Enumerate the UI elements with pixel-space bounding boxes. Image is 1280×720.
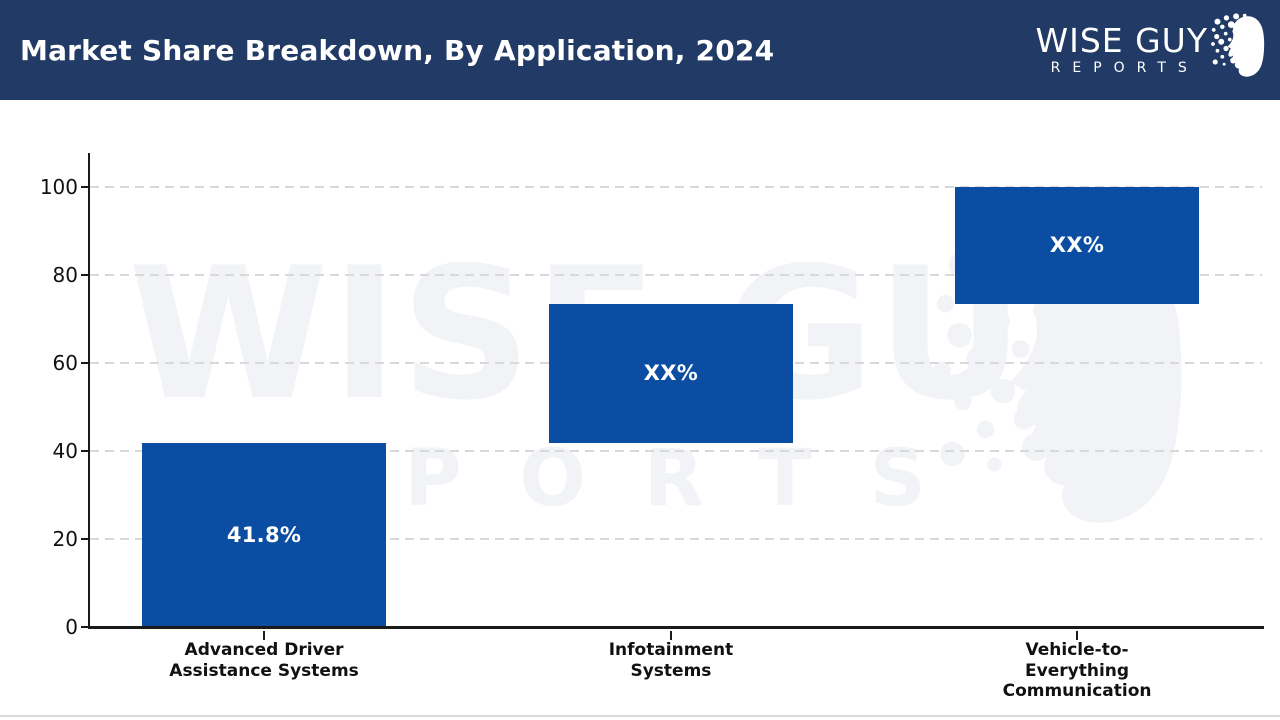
y-tick <box>81 186 90 189</box>
page-title: Market Share Breakdown, By Application, … <box>20 33 775 67</box>
gridline <box>90 538 1262 541</box>
y-tick-label: 0 <box>65 615 78 639</box>
plot-area: 41.8% XX% XX% <box>81 155 1262 640</box>
y-tick <box>81 362 90 365</box>
x-axis-category-label: Vehicle-to- Everything Communication <box>1002 640 1152 702</box>
x-axis-line <box>88 626 1264 629</box>
gridline <box>90 186 1262 189</box>
bottom-divider <box>0 715 1280 717</box>
bar-segment: XX% <box>548 303 793 444</box>
x-axis-labels: Advanced Driver Assistance Systems Infota… <box>90 640 1262 710</box>
brand-face-dots <box>1211 13 1247 66</box>
brand-face-icon <box>1211 13 1265 77</box>
bar-value-label: XX% <box>1049 233 1105 258</box>
y-tick <box>81 538 90 541</box>
brand-logo: WISE GUY REPORTS <box>1035 10 1266 90</box>
y-axis-labels: 0 20 40 60 80 100 <box>0 155 78 639</box>
y-tick-label: 20 <box>52 527 78 552</box>
gridline <box>90 450 1262 453</box>
x-tick <box>263 631 266 640</box>
brand-sub: REPORTS <box>1050 60 1199 77</box>
header: Market Share Breakdown, By Application, … <box>0 0 1280 100</box>
brand-name: WISE GUY <box>1035 20 1208 60</box>
brand-logo-text: WISE GUY REPORTS <box>1035 20 1208 77</box>
x-tick <box>1076 631 1079 640</box>
bar-value-label: XX% <box>643 361 699 386</box>
y-tick <box>81 626 90 628</box>
y-tick-label: 40 <box>52 439 78 464</box>
y-tick <box>81 450 90 453</box>
bar-segment: 41.8% <box>142 443 387 627</box>
y-tick-label: 80 <box>52 263 78 288</box>
x-axis-category-label: Infotainment Systems <box>608 640 734 681</box>
gridline <box>90 274 1262 277</box>
x-axis-category-label: Advanced Driver Assistance Systems <box>169 640 359 681</box>
bar-value-label: 41.8% <box>226 523 302 548</box>
y-tick <box>81 274 90 277</box>
y-axis-line <box>88 153 90 629</box>
x-tick <box>669 631 672 640</box>
y-tick-label: 60 <box>52 351 78 376</box>
bar-segment: XX% <box>955 187 1200 304</box>
y-tick-label: 100 <box>39 175 78 200</box>
